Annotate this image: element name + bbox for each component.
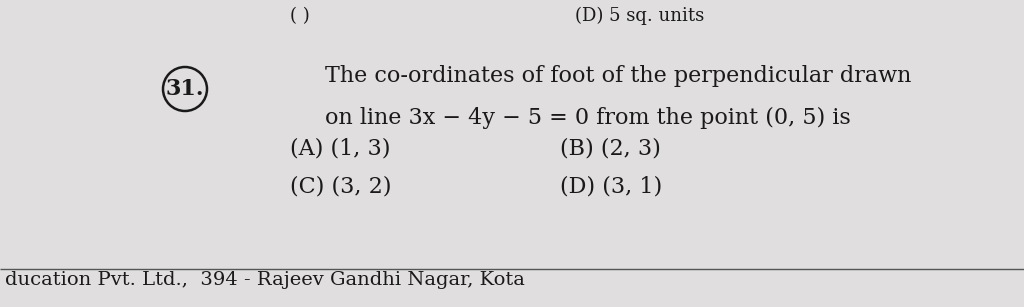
Text: on line 3x − 4y − 5 = 0 from the point (0, 5) is: on line 3x − 4y − 5 = 0 from the point (…: [325, 107, 851, 129]
Text: ducation Pvt. Ltd.,  394 - Rajeev Gandhi Nagar, Kota: ducation Pvt. Ltd., 394 - Rajeev Gandhi …: [5, 271, 525, 289]
Text: (C) (3, 2): (C) (3, 2): [290, 175, 391, 197]
Text: 31.: 31.: [166, 78, 204, 100]
Text: (D) (3, 1): (D) (3, 1): [560, 175, 663, 197]
Text: The co-ordinates of foot of the perpendicular drawn: The co-ordinates of foot of the perpendi…: [325, 65, 911, 87]
Text: (B) (2, 3): (B) (2, 3): [560, 137, 660, 159]
Text: (D) 5 sq. units: (D) 5 sq. units: [575, 7, 705, 25]
Text: ( ): ( ): [290, 7, 310, 25]
Text: (A) (1, 3): (A) (1, 3): [290, 137, 390, 159]
